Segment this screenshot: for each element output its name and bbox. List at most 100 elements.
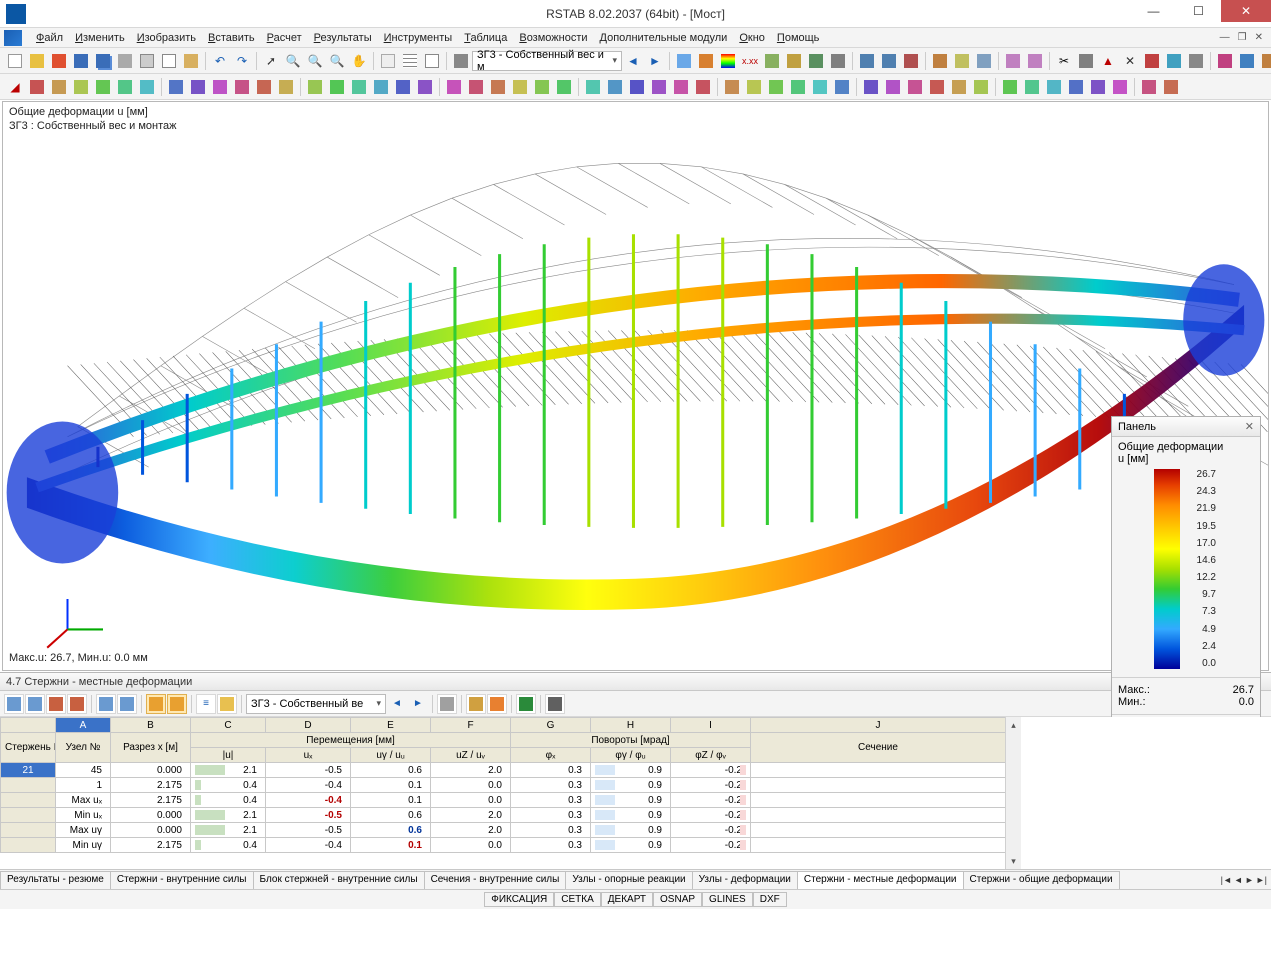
status-OSNAP[interactable]: OSNAP xyxy=(653,892,702,907)
mdi-close-icon[interactable]: ✕ xyxy=(1255,32,1263,43)
tool-d4-icon[interactable] xyxy=(828,51,848,71)
table-tab[interactable]: Сечения - внутренние силы xyxy=(424,871,567,889)
t2-icon-23[interactable] xyxy=(554,77,574,97)
t2-icon-38[interactable] xyxy=(905,77,925,97)
t2-icon-41[interactable] xyxy=(971,77,991,97)
table-row[interactable]: Min uₓ 0.000 2.1 -0.5 0.6 2.0 0.3 0.9 -0… xyxy=(1,808,1006,823)
status-ФИКСАЦИЯ[interactable]: ФИКСАЦИЯ xyxy=(484,892,554,907)
zoom-fit-icon[interactable]: 🔍 xyxy=(327,51,347,71)
open-recent-icon[interactable] xyxy=(49,51,69,71)
print-icon[interactable] xyxy=(115,51,135,71)
new-icon[interactable] xyxy=(5,51,25,71)
table-tab[interactable]: Стержни - местные деформации xyxy=(797,871,964,889)
table-tab[interactable]: Узлы - опорные реакции xyxy=(565,871,692,889)
zoom-icon[interactable]: 🔍 xyxy=(283,51,303,71)
tbl-btn-9[interactable]: ≡ xyxy=(196,694,216,714)
tool-h6-icon[interactable] xyxy=(1164,51,1184,71)
t2-icon-28[interactable] xyxy=(671,77,691,97)
t2-icon-40[interactable] xyxy=(949,77,969,97)
tab-nav-last[interactable]: ►| xyxy=(1256,875,1267,885)
tool-h2-icon[interactable] xyxy=(1076,51,1096,71)
tbl-btn-1[interactable] xyxy=(4,694,24,714)
t2-icon-31[interactable] xyxy=(744,77,764,97)
t2-icon-46[interactable] xyxy=(1088,77,1108,97)
t2-icon-26[interactable] xyxy=(627,77,647,97)
tbl-btn-11[interactable] xyxy=(437,694,457,714)
tool-e3-icon[interactable] xyxy=(901,51,921,71)
tool-i3-icon[interactable] xyxy=(1259,51,1271,71)
grid-icon[interactable] xyxy=(400,51,420,71)
tool-g1-icon[interactable] xyxy=(1003,51,1023,71)
t2-icon-16[interactable] xyxy=(393,77,413,97)
t2-icon-49[interactable] xyxy=(1161,77,1181,97)
tool-f2-icon[interactable] xyxy=(952,51,972,71)
t2-icon-48[interactable] xyxy=(1139,77,1159,97)
menu-Помощь[interactable]: Помощь xyxy=(771,30,826,46)
t2-icon-1[interactable] xyxy=(49,77,69,97)
menu-Файл[interactable]: Файл xyxy=(30,30,69,46)
t2-icon-35[interactable] xyxy=(832,77,852,97)
t2-icon-27[interactable] xyxy=(649,77,669,97)
status-DXF[interactable]: DXF xyxy=(753,892,787,907)
panel-titlebar[interactable]: Панель ✕ xyxy=(1112,417,1260,437)
t2-icon-36[interactable] xyxy=(861,77,881,97)
tool-i2-icon[interactable] xyxy=(1237,51,1257,71)
t2-icon[interactable]: ◢ xyxy=(5,77,25,97)
table-tab[interactable]: Результаты - резюме xyxy=(0,871,111,889)
t2-icon-29[interactable] xyxy=(693,77,713,97)
tool-e2-icon[interactable] xyxy=(879,51,899,71)
tool-a-icon[interactable] xyxy=(674,51,694,71)
tbl-prev-icon[interactable]: ◄ xyxy=(387,694,407,714)
tool-i1-icon[interactable] xyxy=(1215,51,1235,71)
tool-xx-icon[interactable]: x.xx xyxy=(740,51,760,71)
minimize-button[interactable]: — xyxy=(1131,0,1176,22)
menu-Инструменты[interactable]: Инструменты xyxy=(378,30,459,46)
t2-icon-8[interactable] xyxy=(210,77,230,97)
t2-icon-34[interactable] xyxy=(810,77,830,97)
menu-Вставить[interactable]: Вставить xyxy=(202,30,261,46)
table-loadcase-combo[interactable]: ЗГ3 - Собственный ве▾ xyxy=(246,694,386,714)
data-table[interactable]: ABCDEFGHIJСтержень №Узел №Разрез x [м]Пе… xyxy=(0,717,1271,869)
tool-h5-icon[interactable] xyxy=(1142,51,1162,71)
tool-c-icon[interactable] xyxy=(718,51,738,71)
view-icon[interactable] xyxy=(378,51,398,71)
tbl-btn-2[interactable] xyxy=(25,694,45,714)
menu-Изобразить[interactable]: Изобразить xyxy=(131,30,202,46)
tab-nav-next[interactable]: ► xyxy=(1245,875,1254,885)
maximize-button[interactable]: ☐ xyxy=(1176,0,1221,22)
t2-icon-10[interactable] xyxy=(254,77,274,97)
table-tab[interactable]: Блок стержней - внутренние силы xyxy=(253,871,425,889)
t2-icon-37[interactable] xyxy=(883,77,903,97)
tbl-calc-icon[interactable] xyxy=(545,694,565,714)
t2-icon-3[interactable] xyxy=(93,77,113,97)
t2-icon-21[interactable] xyxy=(510,77,530,97)
tab-nav-first[interactable]: |◄ xyxy=(1221,875,1232,885)
t2-icon-6[interactable] xyxy=(166,77,186,97)
prev-icon[interactable]: ◄ xyxy=(623,51,643,71)
save-all-icon[interactable] xyxy=(93,51,113,71)
lines-icon[interactable] xyxy=(422,51,442,71)
close-button[interactable]: ✕ xyxy=(1221,0,1271,22)
status-GLINES[interactable]: GLINES xyxy=(702,892,753,907)
table-vscroll[interactable]: ▴▾ xyxy=(1005,717,1021,869)
mdi-minimize-icon[interactable]: — xyxy=(1220,32,1230,43)
tbl-btn-13[interactable] xyxy=(487,694,507,714)
table-row[interactable]: 1 2.175 0.4 -0.4 0.1 0.0 0.3 0.9 -0.2 xyxy=(1,778,1006,793)
menu-Возможности[interactable]: Возможности xyxy=(513,30,593,46)
status-СЕТКА[interactable]: СЕТКА xyxy=(554,892,601,907)
tbl-btn-12[interactable] xyxy=(466,694,486,714)
t2-icon-43[interactable] xyxy=(1022,77,1042,97)
t2-icon-32[interactable] xyxy=(766,77,786,97)
tab-nav-prev[interactable]: ◄ xyxy=(1234,875,1243,885)
save-icon[interactable] xyxy=(71,51,91,71)
tbl-btn-6[interactable] xyxy=(117,694,137,714)
t2-icon-2[interactable] xyxy=(71,77,91,97)
tool-h3-icon[interactable]: ▲ xyxy=(1098,51,1118,71)
t2-icon-30[interactable] xyxy=(722,77,742,97)
zoom-window-icon[interactable]: 🔍 xyxy=(305,51,325,71)
print-preview-icon[interactable] xyxy=(137,51,157,71)
t2-icon-19[interactable] xyxy=(466,77,486,97)
t2-icon-18[interactable] xyxy=(444,77,464,97)
t2-icon-14[interactable] xyxy=(349,77,369,97)
t2-icon-45[interactable] xyxy=(1066,77,1086,97)
